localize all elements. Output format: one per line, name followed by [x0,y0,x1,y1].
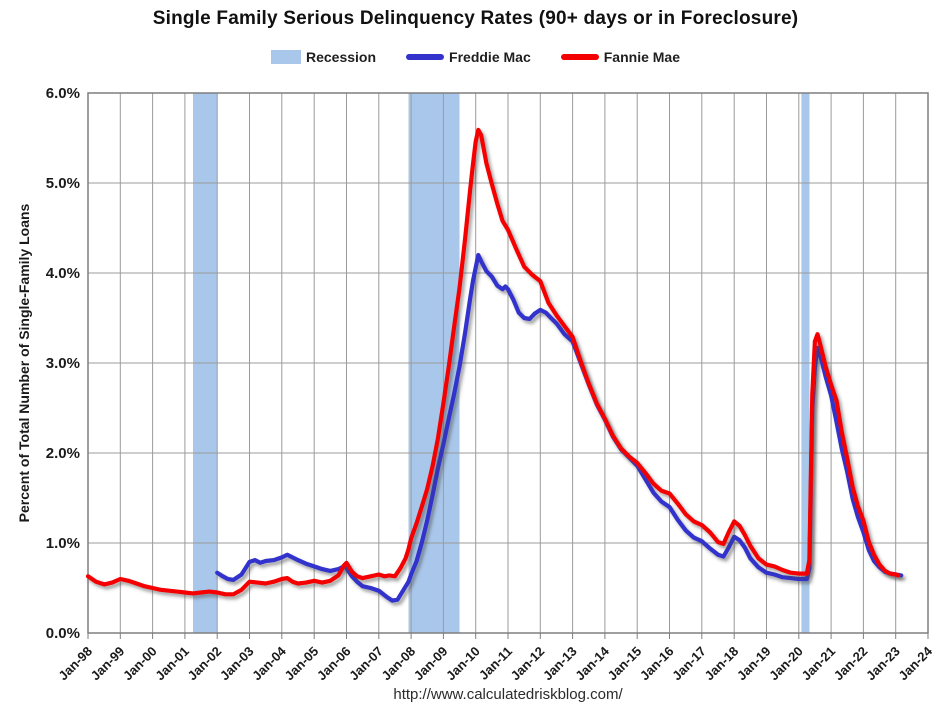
x-tick-label: Jan-01 [152,644,192,684]
x-tick-label: Jan-07 [346,644,386,684]
x-tick-label: Jan-21 [798,644,838,684]
legend-label-fannie-mae: Fannie Mae [603,49,680,65]
legend-label-freddie-mac: Freddie Mac [449,49,531,65]
y-tick-label: 1.0% [46,535,80,552]
x-tick-label: Jan-19 [734,644,774,684]
x-tick-label: Jan-05 [282,644,322,684]
fannie-mae-line-swatch [560,54,599,60]
y-tick-label: 5.0% [46,175,80,192]
x-tick-label: Jan-98 [55,644,95,684]
x-tick-label: Jan-10 [443,644,483,684]
freddie-mac-line-swatch [406,54,445,60]
fannie-mae-line [85,127,901,597]
y-tick-label: 0.0% [46,625,80,642]
x-tick-label: Jan-20 [766,644,806,684]
footer-url: http://www.calculatedriskblog.com/ [393,686,623,703]
x-tick-label: Jan-16 [637,644,677,684]
legend-item-freddie-mac: Freddie Mac [406,49,531,65]
y-axis-title: Percent of Total Number of Single-Family… [16,203,32,523]
x-tick-label: Jan-04 [249,643,289,683]
x-tick-label: Jan-08 [378,644,418,684]
x-tick-label: Jan-13 [540,644,580,684]
x-tick-label: Jan-03 [217,644,257,684]
x-tick-label: Jan-23 [863,644,903,684]
legend-item-recession: Recession [271,49,376,65]
x-tick-label: Jan-15 [605,644,645,684]
legend-item-fannie-mae: Fannie Mae [560,49,680,65]
y-tick-label: 2.0% [46,445,80,462]
x-tick-label: Jan-02 [185,644,225,684]
x-tick-label: Jan-24 [895,643,935,683]
x-tick-label: Jan-99 [88,644,128,684]
x-tick-label: Jan-17 [669,644,709,684]
chart-title: Single Family Serious Delinquency Rates … [152,8,799,29]
recession-swatch [271,50,301,64]
y-tick-label: 3.0% [46,355,80,372]
x-tick-label: Jan-22 [831,644,871,684]
x-tick-label: Jan-11 [476,644,515,683]
y-tick-label: 6.0% [46,85,80,102]
x-tick-label: Jan-09 [411,644,451,684]
x-tick-label: Jan-00 [120,644,160,684]
x-tick-label: Jan-12 [508,644,548,684]
y-tick-label: 4.0% [46,265,80,282]
legend: Recession Freddie Mac Fannie Mae [0,49,951,65]
x-tick-label: Jan-06 [314,644,354,684]
x-tick-label: Jan-18 [702,644,742,684]
legend-label-recession: Recession [306,49,377,65]
x-tick-label: Jan-14 [572,643,612,683]
